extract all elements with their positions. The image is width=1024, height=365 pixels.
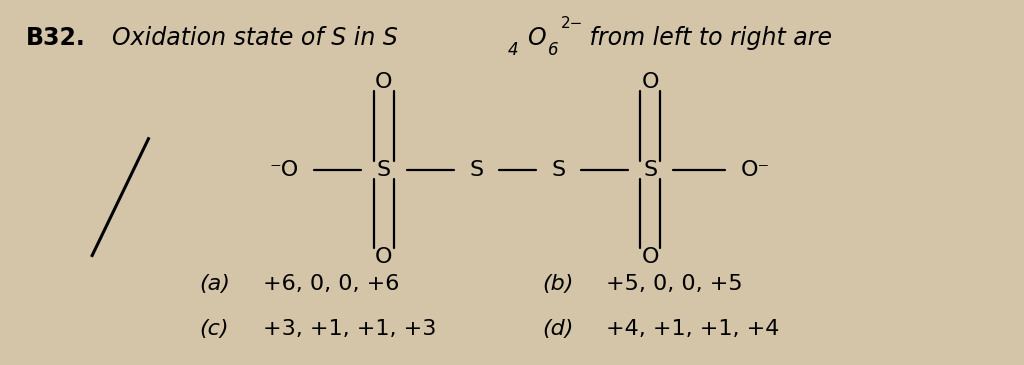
Text: O: O	[641, 72, 659, 92]
Text: O: O	[641, 247, 659, 267]
Text: (b): (b)	[543, 274, 574, 294]
Text: (a): (a)	[200, 274, 230, 294]
Text: O⁻: O⁻	[741, 160, 770, 180]
Text: O: O	[375, 72, 393, 92]
Text: +6, 0, 0, +6: +6, 0, 0, +6	[263, 274, 399, 294]
Text: S: S	[643, 160, 657, 180]
Text: (c): (c)	[200, 319, 229, 339]
Text: +3, +1, +1, +3: +3, +1, +1, +3	[263, 319, 436, 339]
Text: O: O	[375, 247, 393, 267]
Text: +5, 0, 0, +5: +5, 0, 0, +5	[606, 274, 742, 294]
Text: 4: 4	[508, 41, 518, 59]
Text: 2−: 2−	[561, 16, 584, 31]
Text: S: S	[551, 160, 565, 180]
Text: S: S	[469, 160, 483, 180]
Text: from left to right are: from left to right are	[582, 26, 831, 50]
Text: B32.: B32.	[26, 26, 85, 50]
Text: +4, +1, +1, +4: +4, +1, +1, +4	[606, 319, 779, 339]
Text: O: O	[527, 26, 546, 50]
Text: S: S	[377, 160, 391, 180]
Text: Oxidation state of S in S: Oxidation state of S in S	[97, 26, 398, 50]
Text: ⁻O: ⁻O	[269, 160, 298, 180]
Text: (d): (d)	[543, 319, 574, 339]
Text: 6: 6	[548, 41, 558, 59]
